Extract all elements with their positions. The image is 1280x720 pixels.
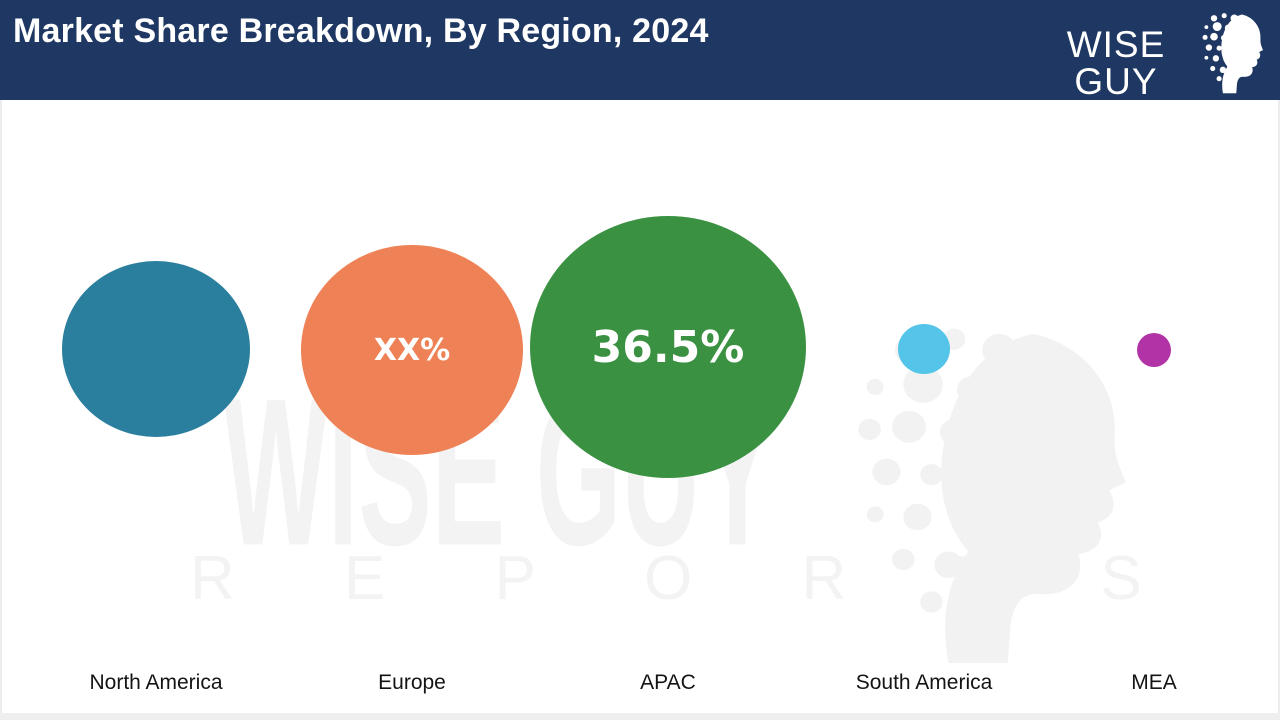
category-label-mea: MEA <box>1131 671 1177 694</box>
brand-logo: WISE GUY R E P O R T S <box>1032 6 1272 133</box>
bottom-border-band <box>0 713 1280 720</box>
brand-wordmark: WISE GUY R E P O R T S <box>1032 26 1200 133</box>
watermark-face-icon <box>847 318 1157 663</box>
bubble-north-america <box>62 261 250 437</box>
category-label-apac: APAC <box>640 671 696 694</box>
bubble-apac: 36.5% <box>530 216 806 478</box>
brand-name: WISE GUY <box>1066 24 1166 102</box>
bubble-mea <box>1137 333 1171 367</box>
bubble-europe: XX% <box>301 245 523 455</box>
header-bar: Market Share Breakdown, By Region, 2024 … <box>0 0 1280 133</box>
bubble-value-label: XX% <box>373 332 451 368</box>
category-label-north-america: North America <box>89 671 223 694</box>
brand-subtitle: R E P O R T S <box>1051 103 1189 133</box>
bubble-south-america <box>898 324 950 374</box>
category-label-south-america: South America <box>855 671 993 694</box>
brand-face-icon <box>1200 10 1270 94</box>
chart-area: WISE GUY R E P O R T S XX% 36.5% North Am… <box>0 100 1280 713</box>
bubble-value-label: 36.5% <box>591 321 745 373</box>
page-title: Market Share Breakdown, By Region, 2024 <box>13 12 709 50</box>
category-label-europe: Europe <box>378 671 446 694</box>
